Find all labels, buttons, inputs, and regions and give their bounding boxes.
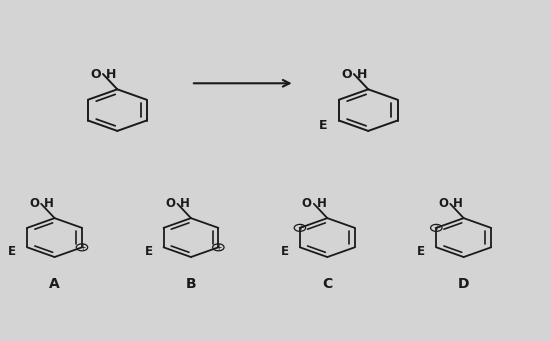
Text: O: O bbox=[29, 197, 39, 210]
Text: +: + bbox=[79, 243, 85, 252]
Text: H: H bbox=[453, 197, 463, 210]
Text: O: O bbox=[341, 68, 352, 80]
Text: H: H bbox=[317, 197, 327, 210]
Text: H: H bbox=[44, 197, 54, 210]
Text: O: O bbox=[302, 197, 312, 210]
Text: E: E bbox=[8, 245, 16, 258]
Text: O: O bbox=[90, 68, 101, 80]
Text: E: E bbox=[281, 245, 289, 258]
Text: A: A bbox=[49, 277, 60, 291]
Text: +: + bbox=[433, 223, 440, 232]
Text: E: E bbox=[144, 245, 153, 258]
Text: +: + bbox=[297, 223, 303, 232]
Text: H: H bbox=[356, 68, 367, 80]
Text: H: H bbox=[180, 197, 190, 210]
Text: B: B bbox=[186, 277, 196, 291]
Text: E: E bbox=[318, 119, 327, 132]
Text: O: O bbox=[165, 197, 175, 210]
Text: C: C bbox=[322, 277, 332, 291]
Text: D: D bbox=[458, 277, 469, 291]
Text: +: + bbox=[215, 243, 222, 252]
Text: E: E bbox=[417, 245, 425, 258]
Text: H: H bbox=[106, 68, 116, 80]
Text: O: O bbox=[438, 197, 448, 210]
